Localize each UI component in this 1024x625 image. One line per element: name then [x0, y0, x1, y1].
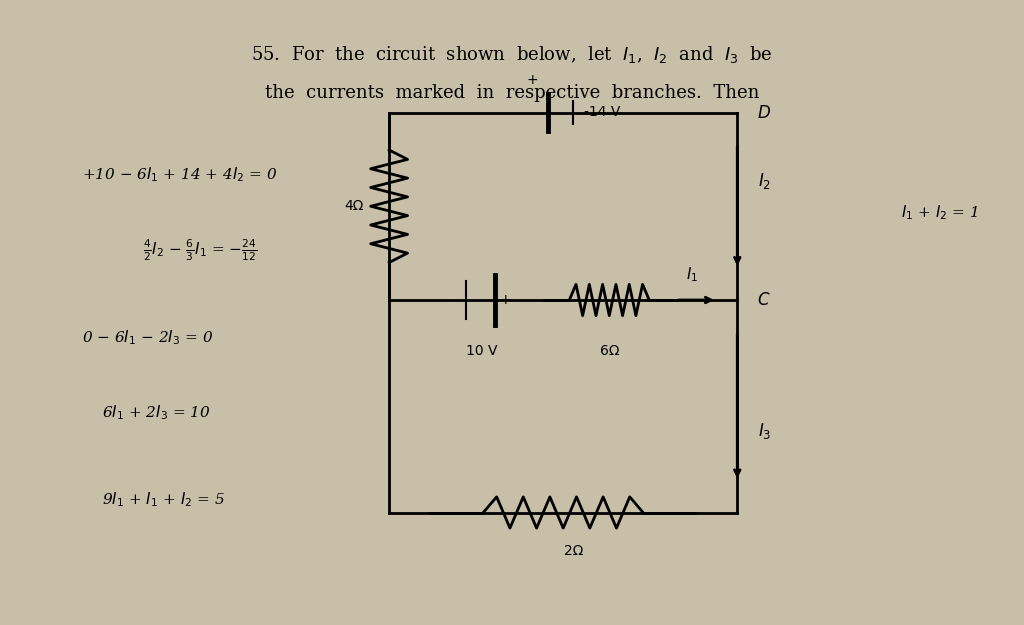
- Text: $I_3$: $I_3$: [758, 421, 771, 441]
- Text: 10 V: 10 V: [466, 344, 497, 357]
- Text: 6$I_1$ + 2$I_3$ = 10: 6$I_1$ + 2$I_3$ = 10: [102, 403, 211, 422]
- Text: +: +: [500, 293, 511, 307]
- Text: -: -: [451, 292, 456, 308]
- Text: +: +: [526, 74, 539, 88]
- Text: 6Ω: 6Ω: [599, 344, 620, 357]
- Text: +10 − 6$I_1$ + 14 + 4$I_2$ = 0: +10 − 6$I_1$ + 14 + 4$I_2$ = 0: [82, 166, 278, 184]
- Text: $\frac{4}{2}$$I_2$ − $\frac{6}{3}$$I_1$ = −$\frac{24}{12}$: $\frac{4}{2}$$I_2$ − $\frac{6}{3}$$I_1$ …: [143, 238, 258, 262]
- Text: $I_2$: $I_2$: [758, 171, 771, 191]
- Text: 4Ω: 4Ω: [344, 199, 364, 213]
- Text: 55.  For  the  circuit  shown  below,  let  $I_1$,  $I_2$  and  $I_3$  be: 55. For the circuit shown below, let $I_…: [251, 44, 773, 65]
- Text: -14 V: -14 V: [584, 106, 621, 119]
- Text: 9$I_1$ + $I_1$ + $I_2$ = 5: 9$I_1$ + $I_1$ + $I_2$ = 5: [102, 491, 225, 509]
- Text: the  currents  marked  in  respective  branches.  Then: the currents marked in respective branch…: [265, 84, 759, 102]
- Text: $I_1$ + $I_2$ = 1: $I_1$ + $I_2$ = 1: [901, 203, 978, 222]
- Text: $I_1$: $I_1$: [686, 266, 698, 284]
- Text: D: D: [758, 104, 770, 121]
- Text: C: C: [758, 291, 769, 309]
- Text: 2Ω: 2Ω: [564, 544, 583, 558]
- Text: 0 − 6$I_1$ − 2$I_3$ = 0: 0 − 6$I_1$ − 2$I_3$ = 0: [82, 328, 213, 347]
